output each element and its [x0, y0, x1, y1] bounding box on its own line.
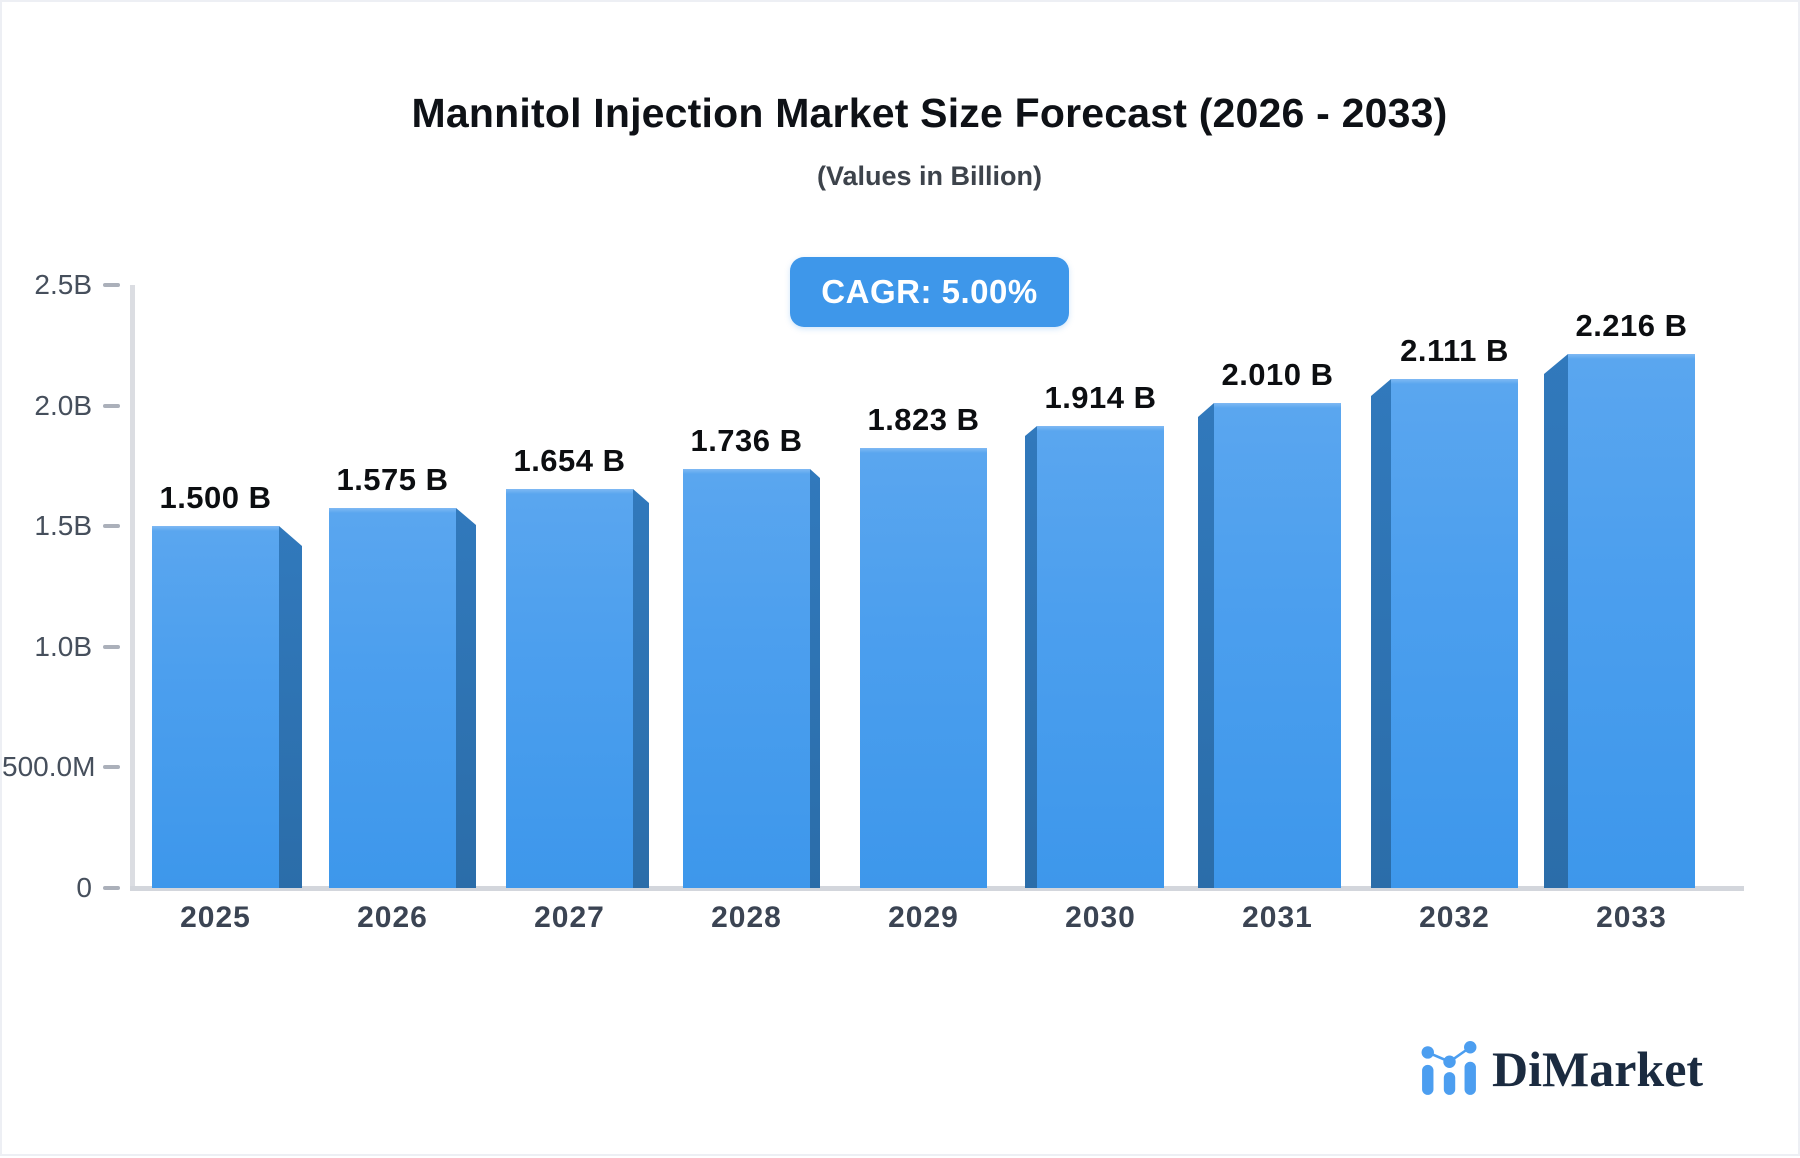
x-axis-label: 2032	[1419, 901, 1490, 934]
bar-2028[interactable]	[683, 469, 820, 888]
dimarket-logo: DiMarket	[1420, 1040, 1703, 1098]
cagr-badge: CAGR: 5.00%	[790, 257, 1069, 327]
bar-value-label: 1.654 B	[513, 443, 626, 478]
bar-2030[interactable]	[1025, 426, 1164, 888]
bar-face	[683, 469, 810, 888]
bar-face	[152, 526, 279, 888]
y-axis-tick	[103, 283, 120, 287]
bar-value-label: 1.823 B	[867, 402, 980, 437]
bar-side	[1371, 379, 1391, 888]
bar-face	[1568, 354, 1695, 888]
bar-face	[860, 448, 987, 888]
x-axis-label: 2030	[1065, 901, 1136, 934]
bar-2032[interactable]	[1371, 379, 1518, 888]
chart-header: Mannitol Injection Market Size Forecast …	[57, 90, 1800, 192]
y-axis-label: 1.0B	[34, 630, 92, 662]
chart-subtitle: (Values in Billion)	[816, 161, 1043, 191]
bar-2027[interactable]	[506, 489, 649, 888]
bar-2031[interactable]	[1198, 403, 1341, 888]
bar-face	[1214, 403, 1341, 888]
bar-chart-icon	[1421, 1041, 1477, 1095]
y-axis-label: 2.0B	[34, 389, 92, 421]
dimarket-logo-text: DiMarket	[1492, 1041, 1704, 1097]
y-axis-tick	[103, 644, 120, 649]
bar-value-label: 1.575 B	[336, 462, 449, 497]
bar-value-label: 1.500 B	[159, 480, 272, 515]
x-axis-label: 2028	[711, 901, 782, 934]
x-axis-label: 2029	[888, 901, 959, 934]
bar-side	[1198, 403, 1214, 888]
x-axis-line	[130, 886, 1744, 891]
bar-2025[interactable]	[152, 526, 302, 888]
bar-value-label: 2.216 B	[1575, 308, 1688, 343]
bar-value-label: 1.736 B	[690, 423, 803, 458]
bar-face	[329, 508, 456, 888]
x-axis-label: 2025	[180, 901, 251, 934]
y-axis-tick	[103, 524, 120, 529]
bar-2033[interactable]	[1544, 354, 1695, 888]
bar-side	[1544, 354, 1568, 888]
y-axis-label: 0	[76, 872, 92, 903]
y-axis-tick	[103, 886, 120, 890]
bar-value-label: 2.111 B	[1400, 333, 1509, 368]
chart-title: Mannitol Injection Market Size Forecast …	[411, 90, 1448, 136]
bar-side	[1025, 426, 1037, 888]
bar-face	[1391, 379, 1518, 888]
x-axis-label: 2031	[1242, 901, 1313, 934]
y-axis-label: 1.5B	[34, 510, 92, 542]
x-axis-label: 2026	[357, 901, 428, 934]
bar-value-label: 1.914 B	[1044, 380, 1157, 415]
y-axis-tick	[103, 403, 120, 408]
x-axis-label: 2027	[534, 901, 605, 934]
bar-side	[633, 489, 649, 888]
bar-side	[279, 526, 302, 888]
bar-value-label: 2.010 B	[1221, 357, 1334, 392]
bar-2026[interactable]	[329, 508, 476, 888]
bar-face	[1037, 426, 1164, 888]
y-axis-tick	[103, 765, 120, 770]
bar-side	[456, 508, 476, 888]
bar-side	[810, 469, 820, 888]
bar-face	[506, 489, 633, 888]
x-axis-label: 2033	[1596, 901, 1667, 934]
y-axis-label: 500.0M	[2, 751, 96, 783]
y-axis-line	[130, 285, 135, 889]
y-axis-label: 2.5B	[34, 269, 92, 300]
bar-2029[interactable]	[860, 448, 987, 888]
